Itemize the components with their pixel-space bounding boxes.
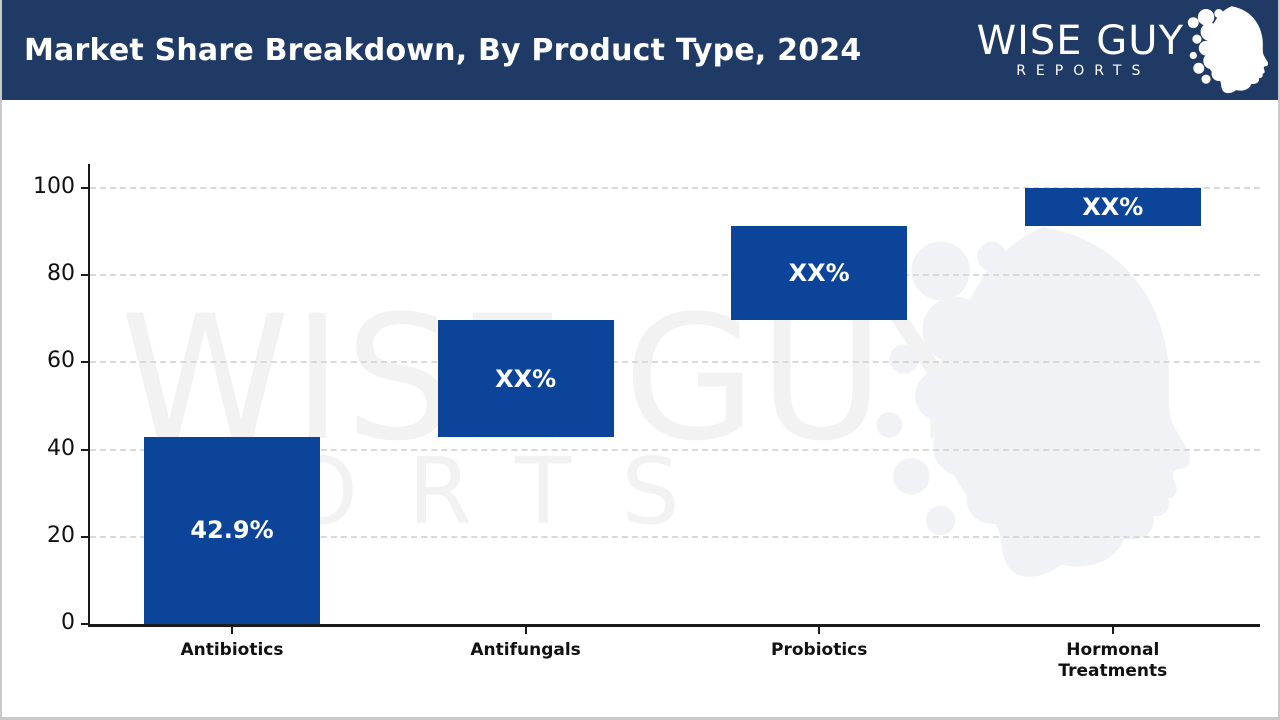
y-axis-line: [88, 164, 90, 626]
page-title: Market Share Breakdown, By Product Type,…: [24, 32, 862, 68]
gridline-y-80: [90, 274, 1260, 277]
bar-value-label: 42.9%: [190, 516, 274, 545]
watermark-head-icon: [860, 218, 1191, 592]
y-tick-label-40: 40: [47, 435, 75, 461]
x-category-label-3: Probiotics: [771, 640, 868, 660]
y-tick-mark-20: [81, 535, 89, 538]
bar-value-label: XX%: [788, 259, 850, 288]
x-tick-mark-3: [818, 627, 821, 634]
x-category-label-1: Antibiotics: [180, 640, 284, 660]
gridline-y-60: [90, 361, 1260, 364]
y-tick-label-60: 60: [47, 348, 75, 374]
bar-probiotics: XX%: [731, 226, 908, 321]
wiseguy-head-icon: [1186, 4, 1268, 96]
logo-wordmark: WISE GUY: [976, 18, 1184, 64]
bar-value-label: XX%: [495, 364, 557, 393]
y-tick-mark-0: [81, 623, 89, 625]
x-category-label-4: Hormonal Treatments: [1058, 640, 1168, 681]
y-tick-mark-80: [81, 274, 89, 277]
bar-hormonal-treatments: XX%: [1024, 188, 1201, 227]
y-tick-label-20: 20: [47, 522, 75, 548]
y-tick-label-100: 100: [33, 174, 75, 199]
y-tick-mark-60: [81, 361, 89, 364]
x-tick-mark-2: [524, 627, 527, 634]
y-tick-mark-40: [81, 448, 89, 451]
wiseguy-logo: WISE GUY REPORTS: [977, 4, 1278, 96]
gridline-y-100: [90, 187, 1260, 189]
bar-value-label: XX%: [1082, 193, 1144, 222]
bar-antibiotics: 42.9%: [144, 436, 320, 624]
logo-subtitle: REPORTS: [1016, 63, 1151, 79]
y-tick-mark-100: [81, 187, 89, 189]
gridline-y-40: [90, 448, 1260, 451]
y-tick-label-80: 80: [47, 261, 75, 287]
logo-text: WISE GUY REPORTS: [977, 21, 1184, 79]
x-tick-mark-4: [1111, 627, 1114, 634]
x-tick-mark-1: [231, 627, 233, 634]
bar-antifungals: XX%: [437, 320, 614, 437]
chart-canvas: WISE GUY PORTS 0 20 40 60 80 100 42.9% Antibiot…: [2, 100, 1278, 717]
x-category-label-2: Antifungals: [470, 640, 581, 660]
gridline-y-20: [90, 535, 1260, 538]
header-bar: Market Share Breakdown, By Product Type,…: [2, 0, 1278, 100]
x-axis-line: [88, 624, 1260, 627]
y-tick-label-0: 0: [61, 610, 75, 635]
